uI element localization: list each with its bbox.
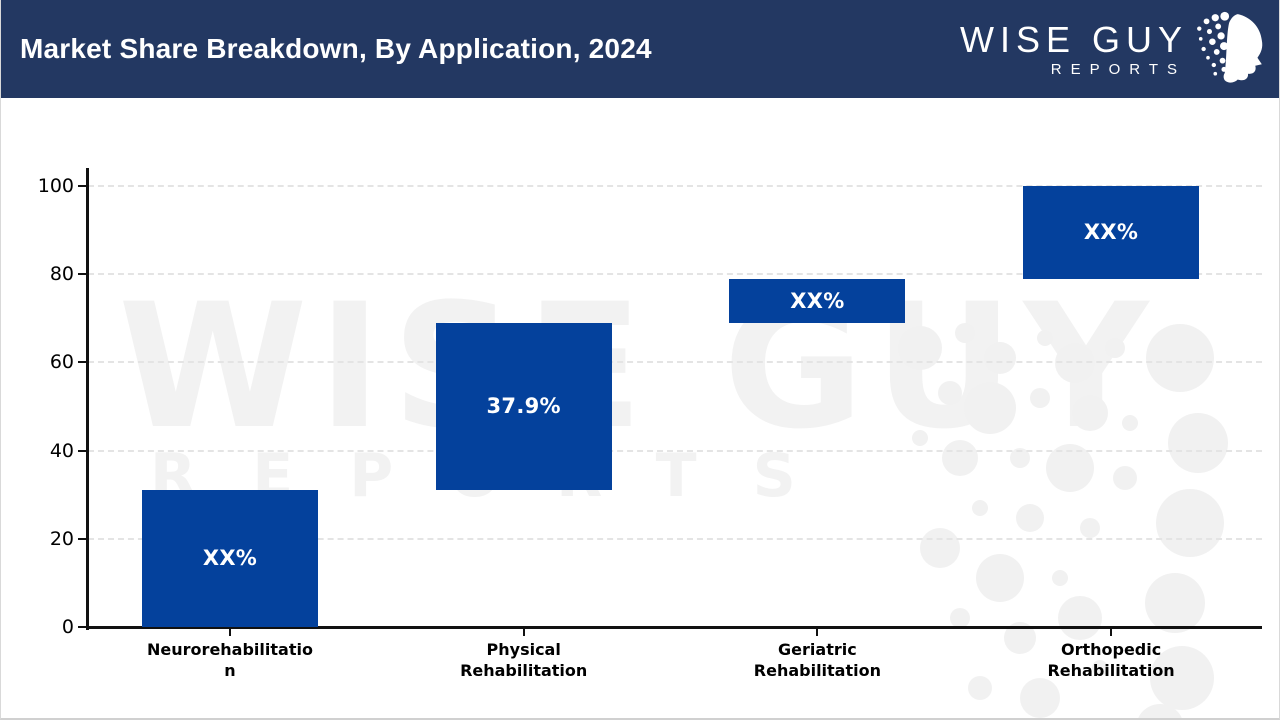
bar-physical-rehabilitation: 37.9% (435, 322, 612, 490)
logo-reports-label: REPORTS (1050, 60, 1186, 78)
y-tick-mark-100 (78, 185, 88, 187)
x-category-label-3: Orthopedic Rehabilitation (1047, 640, 1175, 680)
gridline-20 (88, 537, 1262, 540)
bar-value-label: XX% (790, 288, 845, 313)
x-tick-mark-0 (229, 629, 231, 636)
x-tick-mark-3 (1110, 629, 1113, 636)
gridline-80 (88, 273, 1262, 276)
y-tick-label-60: 60 (49, 351, 74, 374)
x-tick-mark-2 (816, 629, 819, 636)
gridline-100 (88, 185, 1262, 187)
bar-orthopedic-rehabilitation: XX% (1023, 186, 1200, 279)
y-tick-label-20: 20 (49, 527, 74, 550)
watermark-wiseguy-text: WISE GUY (118, 266, 1159, 467)
y-tick-label-80: 80 (49, 263, 74, 286)
y-tick-label-100: 100 (37, 175, 74, 197)
y-tick-mark-20 (78, 537, 88, 540)
x-category-label-1: Physical Rehabilitation (460, 640, 588, 680)
page-title: Market Share Breakdown, By Application, … (20, 33, 652, 64)
bar-value-label: XX% (202, 546, 258, 571)
y-tick-mark-60 (78, 361, 88, 364)
x-tick-mark-1 (522, 629, 525, 636)
logo-head-icon (1197, 11, 1263, 83)
bar-neurorehabilitation: XX% (142, 489, 318, 627)
logo-text: WISE GUY REPORTS (959, 18, 1188, 78)
bar-value-label: XX% (1083, 220, 1139, 245)
bar-geriatric-rehabilitation: XX% (729, 278, 906, 323)
logo-wiseguy-label: WISE GUY (959, 18, 1188, 60)
x-category-label-0: Neurorehabilitatio n (147, 640, 313, 680)
wise-guy-reports-logo: WISE GUY REPORTS (960, 5, 1272, 93)
gridline-60 (88, 361, 1262, 364)
y-tick-mark-80 (78, 273, 88, 276)
y-tick-mark-0 (78, 626, 88, 628)
y-tick-mark-40 (78, 449, 88, 452)
y-axis-line (86, 168, 89, 630)
header-bar: Market Share Breakdown, By Application, … (0, 0, 1280, 98)
x-axis-line (86, 626, 1262, 629)
x-category-label-2: Geriatric Rehabilitation (753, 640, 881, 680)
watermark-dots-head-icon (898, 323, 1228, 720)
bar-value-label: 37.9% (486, 394, 561, 419)
gridline-40 (88, 449, 1262, 452)
y-tick-label-0: 0 (61, 616, 74, 638)
y-tick-label-40: 40 (49, 439, 74, 462)
